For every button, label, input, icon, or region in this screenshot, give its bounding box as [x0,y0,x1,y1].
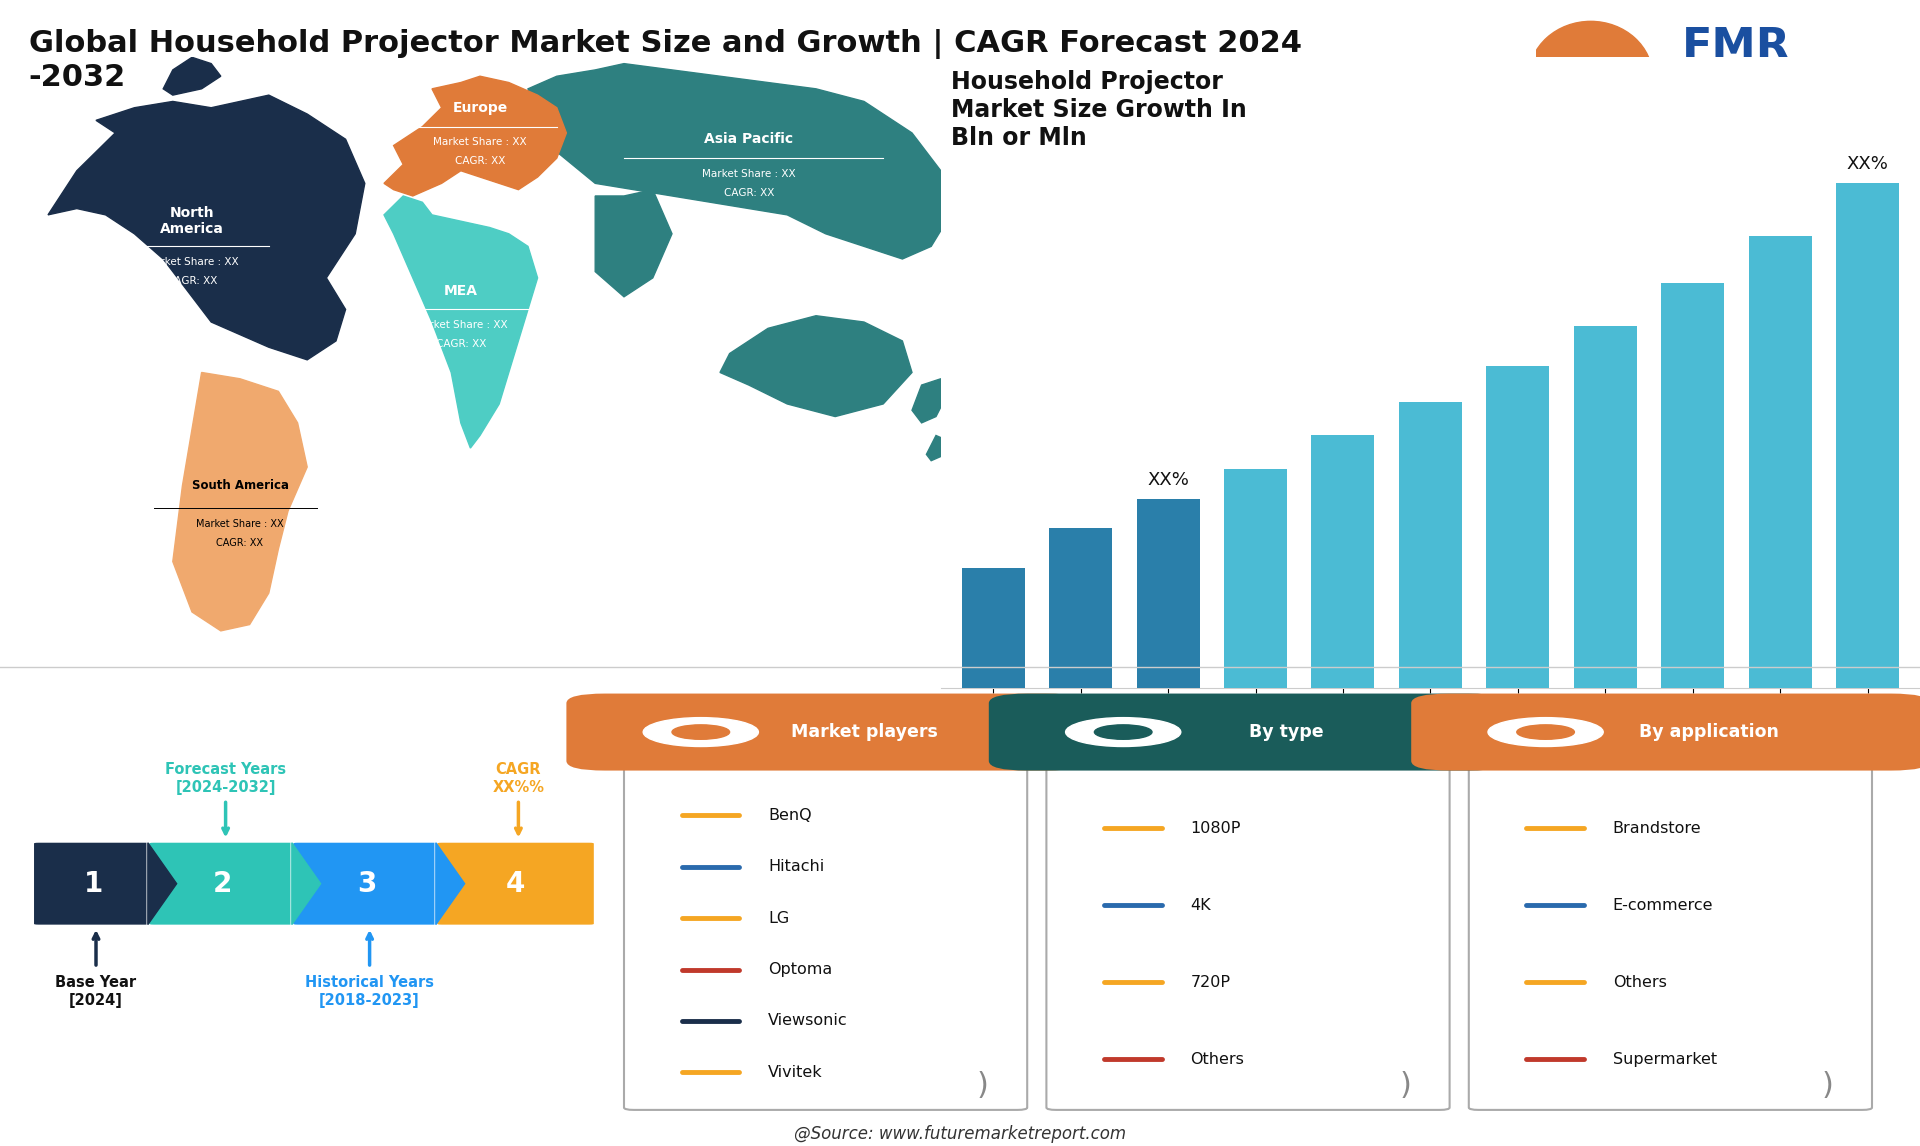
Text: 4: 4 [505,870,526,897]
Text: ): ) [1822,1072,1834,1100]
Text: Viewsonic: Viewsonic [768,1013,847,1028]
Text: Optoma: Optoma [768,961,831,978]
Text: Hitachi: Hitachi [768,860,824,874]
Bar [1836,183,1899,688]
Bar [1137,499,1200,688]
Polygon shape [927,435,950,461]
Bar [1400,402,1461,688]
Circle shape [1528,22,1653,133]
Text: Historical Years
[2018-2023]: Historical Years [2018-2023] [305,975,434,1007]
Text: CAGR: XX: CAGR: XX [217,537,263,548]
Text: 2: 2 [213,870,232,897]
Text: Asia Pacific: Asia Pacific [705,132,793,147]
Text: FMR: FMR [1682,26,1791,69]
Text: CAGR
XX%%: CAGR XX%% [492,762,545,794]
Circle shape [1094,724,1152,739]
Polygon shape [384,196,538,448]
Bar [962,568,1025,688]
Text: ⚙: ⚙ [1572,58,1609,96]
Bar [1749,236,1812,688]
Text: CAGR: XX: CAGR: XX [167,276,217,286]
Text: Market Share : XX: Market Share : XX [146,257,238,267]
Text: E-commerce: E-commerce [1613,897,1713,913]
Text: Brandstore: Brandstore [1613,821,1701,835]
Text: XX%: XX% [1146,471,1188,488]
Text: South America: South America [192,479,288,493]
FancyBboxPatch shape [989,693,1507,770]
Polygon shape [163,57,221,95]
Text: Market Share : XX: Market Share : XX [703,168,795,179]
Circle shape [1517,724,1574,739]
Text: By application: By application [1640,723,1778,741]
Text: Europe: Europe [453,101,507,115]
Text: Market Share : XX: Market Share : XX [196,519,284,528]
FancyBboxPatch shape [292,841,442,926]
Polygon shape [720,315,912,416]
Text: 1080P: 1080P [1190,821,1240,835]
Text: Supermarket: Supermarket [1613,1052,1716,1067]
Text: 4K: 4K [1190,897,1212,913]
Polygon shape [528,63,950,259]
FancyBboxPatch shape [1411,693,1920,770]
FancyBboxPatch shape [1046,711,1450,1109]
FancyBboxPatch shape [436,841,595,926]
Polygon shape [173,372,307,630]
Polygon shape [595,189,672,297]
Text: Forecast Years
[2024-2032]: Forecast Years [2024-2032] [165,762,286,794]
Text: LG: LG [768,911,789,926]
Text: CAGR: XX: CAGR: XX [455,156,505,166]
FancyBboxPatch shape [566,693,1085,770]
FancyBboxPatch shape [148,841,298,926]
FancyBboxPatch shape [1469,711,1872,1109]
Text: MEA: MEA [444,283,478,298]
Text: ): ) [1400,1072,1411,1100]
Text: 3: 3 [357,870,376,897]
Circle shape [1488,717,1603,746]
Circle shape [1066,717,1181,746]
Text: CAGR: XX: CAGR: XX [724,188,774,198]
Bar [1661,283,1724,688]
Text: Market Share : XX: Market Share : XX [415,320,507,330]
Text: BenQ: BenQ [768,808,812,823]
Bar [1311,435,1375,688]
Circle shape [672,724,730,739]
Polygon shape [384,76,566,196]
Text: CAGR: XX: CAGR: XX [436,339,486,350]
Text: 1: 1 [83,870,104,897]
Text: Household Projector
Market Size Growth In
Bln or Mln: Household Projector Market Size Growth I… [950,70,1246,149]
Text: Others: Others [1613,975,1667,990]
Polygon shape [48,95,365,360]
Text: Others: Others [1190,1052,1244,1067]
FancyBboxPatch shape [33,841,154,926]
Text: Global Household Projector Market Size and Growth | CAGR Forecast 2024
-2032: Global Household Projector Market Size a… [29,29,1302,92]
Text: Base Year
[2024]: Base Year [2024] [56,975,136,1007]
Polygon shape [436,842,465,925]
Text: Vivitek: Vivitek [768,1065,822,1080]
Text: @Source: www.futuremarketreport.com: @Source: www.futuremarketreport.com [795,1125,1125,1143]
Bar [1225,469,1286,688]
Text: Market Share : XX: Market Share : XX [434,138,526,148]
Text: By type: By type [1250,723,1323,741]
Text: FUTURE MARKET REPORT: FUTURE MARKET REPORT [1680,89,1811,99]
Text: Market players: Market players [791,723,937,741]
Bar [1048,528,1112,688]
Text: XX%: XX% [1847,156,1889,173]
FancyBboxPatch shape [624,711,1027,1109]
Polygon shape [148,842,177,925]
Text: North
America: North America [159,206,225,236]
Text: 720P: 720P [1190,975,1231,990]
Circle shape [643,717,758,746]
Polygon shape [912,378,945,423]
Bar [1574,325,1636,688]
Bar [1486,366,1549,688]
Text: ): ) [977,1072,989,1100]
Polygon shape [292,842,321,925]
